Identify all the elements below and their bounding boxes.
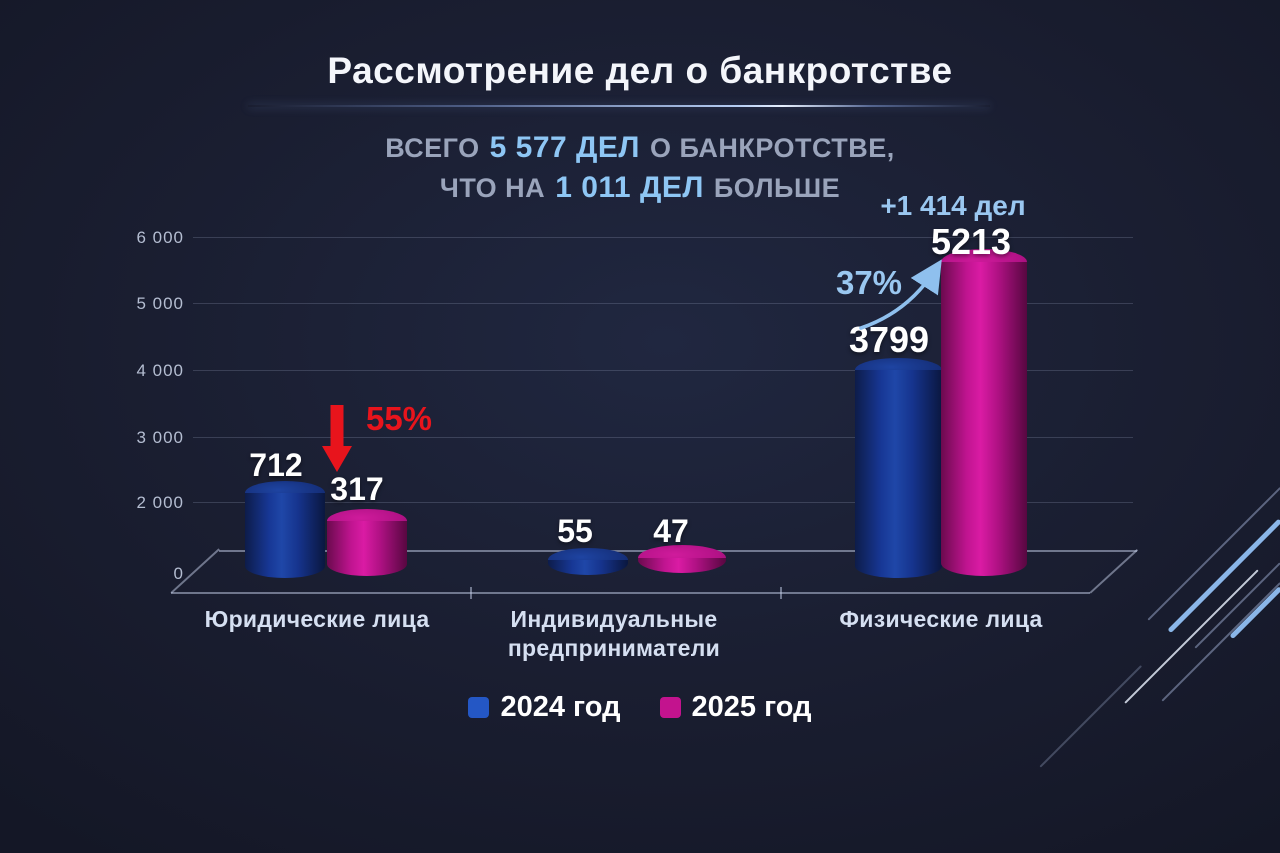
value-entrepreneurs-2025: 47 xyxy=(653,513,689,549)
subtitle-text: ЧТО НА xyxy=(439,173,546,203)
subtitle-text: О БАНКРОТСТВЕ, xyxy=(649,133,895,163)
delta-cases-highlight: 1 011 ДЕЛ xyxy=(555,171,704,204)
y-axis-label-0: 0 xyxy=(173,564,184,583)
bar-legal-entities-2024 xyxy=(245,481,325,578)
increase-percent-label: 37% xyxy=(835,264,903,301)
bar-legal-entities-2025 xyxy=(327,509,407,576)
category-label-entrepreneurs: Индивидуальные предприниматели xyxy=(508,605,720,663)
legend-label-2025: 2025 год xyxy=(691,691,812,723)
category-label-line-1: Индивидуальные xyxy=(510,606,718,632)
bar-body xyxy=(327,521,407,576)
gridline-2000 xyxy=(193,502,1133,503)
total-cases-highlight: 5 577 ДЕЛ xyxy=(489,131,640,164)
bar-body xyxy=(548,560,628,575)
value-legal-2025: 317 xyxy=(330,471,384,507)
legend-swatch-2025 xyxy=(659,697,681,718)
subtitle-line-1: ВСЕГО 5 577 ДЕЛ О БАНКРОТСТВЕ, xyxy=(0,128,1280,168)
increase-cases-label: +1 414 дел xyxy=(880,190,1026,221)
decline-arrow-icon xyxy=(322,405,352,472)
floor-front-edge xyxy=(171,592,1090,594)
bar-entrepreneurs-2025 xyxy=(638,545,726,573)
value-individuals-2025: 5213 xyxy=(930,221,1012,262)
bar-individuals-2025 xyxy=(941,249,1027,576)
decorative-line xyxy=(1124,569,1259,704)
bar-entrepreneurs-2024 xyxy=(548,548,628,575)
decorative-line xyxy=(1167,518,1280,633)
decrease-percent-label: 55% xyxy=(365,400,433,437)
category-label-individuals: Физические лица xyxy=(839,606,1043,632)
title-underline xyxy=(248,105,990,107)
subtitle-text: ВСЕГО xyxy=(385,133,480,163)
decorative-line xyxy=(1229,586,1280,639)
category-label-line-2: предприниматели xyxy=(507,635,721,661)
x-axis-tick-1 xyxy=(470,587,472,599)
subtitle-line-2: ЧТО НА 1 011 ДЕЛ БОЛЬШЕ xyxy=(0,168,1280,208)
value-individuals-2024: 3799 xyxy=(848,319,930,360)
legend: 2024 год 2025 год xyxy=(0,691,1280,724)
x-axis-tick-2 xyxy=(780,587,782,599)
gridline-5000 xyxy=(193,303,1133,304)
floor-right-edge xyxy=(1089,549,1138,594)
bar-body xyxy=(245,493,325,578)
decorative-line xyxy=(1194,562,1280,649)
subtitle: ВСЕГО 5 577 ДЕЛ О БАНКРОТСТВЕ, ЧТО НА 1 011… xyxy=(0,128,1280,208)
page-title: Рассмотрение дел о банкротстве xyxy=(327,50,953,91)
category-label-legal-entities: Юридические лица xyxy=(204,606,430,632)
legend-item-2025: 2025 год xyxy=(659,691,812,724)
value-legal-2024: 712 xyxy=(249,447,303,483)
gridline-3000 xyxy=(193,437,1133,438)
y-axis-label-4000: 4 000 xyxy=(136,361,184,380)
y-axis-label-6000: 6 000 xyxy=(136,228,184,247)
bar-body xyxy=(855,370,942,578)
value-entrepreneurs-2024: 55 xyxy=(557,513,593,549)
legend-item-2024: 2024 год xyxy=(468,691,621,724)
legend-swatch-2024 xyxy=(468,697,490,718)
y-axis-label-2000: 2 000 xyxy=(136,493,184,512)
bar-body xyxy=(638,558,726,573)
subtitle-text: БОЛЬШЕ xyxy=(713,173,841,203)
bar-body xyxy=(941,262,1027,576)
gridline-6000 xyxy=(193,237,1133,238)
y-axis-label-3000: 3 000 xyxy=(136,428,184,447)
y-axis-label-5000: 5 000 xyxy=(136,294,184,313)
bar-individuals-2024 xyxy=(855,358,942,578)
decorative-line xyxy=(1161,582,1280,702)
legend-label-2024: 2024 год xyxy=(500,691,621,723)
gridline-4000 xyxy=(193,370,1133,371)
